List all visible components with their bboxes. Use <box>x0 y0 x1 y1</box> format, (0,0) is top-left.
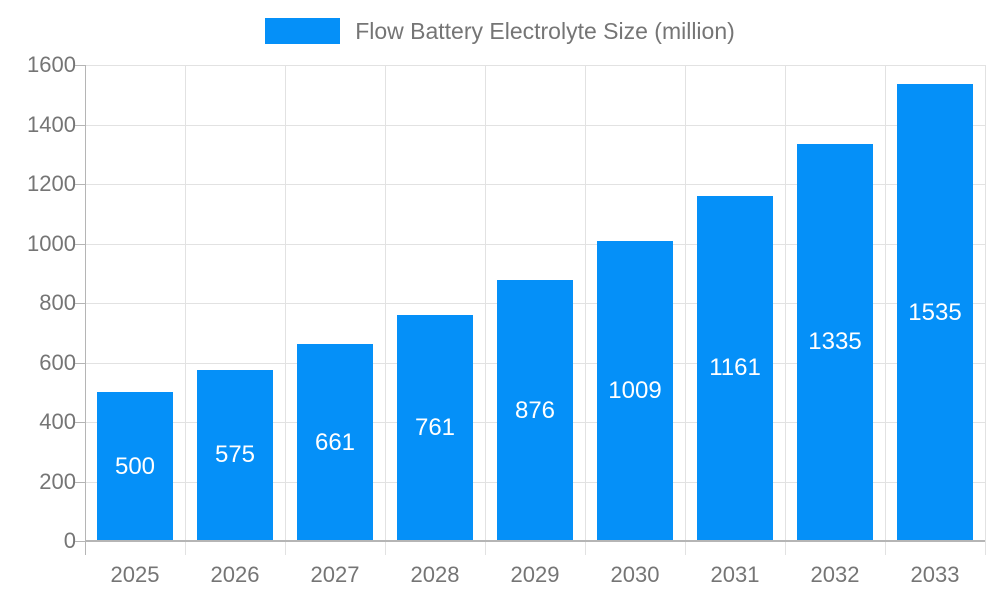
y-axis-label: 1000 <box>27 230 76 256</box>
y-axis-label: 0 <box>63 528 76 553</box>
y-axis-label: 1400 <box>27 111 76 137</box>
gridline-horizontal <box>85 124 985 126</box>
gridline-vertical <box>385 65 386 555</box>
x-axis-label: 2032 <box>810 562 860 587</box>
y-axis-label: 1600 <box>27 52 76 77</box>
bar-value-label: 1335 <box>808 328 862 356</box>
y-axis-label: 400 <box>39 409 76 434</box>
y-axis-tick <box>75 541 85 542</box>
chart-legend: Flow Battery Electrolyte Size (million) <box>0 16 1000 46</box>
gridline-vertical <box>985 65 986 555</box>
bar-value-label: 1009 <box>608 376 662 404</box>
x-axis-label: 2027 <box>310 562 360 587</box>
y-axis-tick <box>75 184 85 185</box>
y-axis-tick <box>75 481 85 483</box>
x-axis-label: 2028 <box>410 562 460 587</box>
y-axis-label: 800 <box>39 290 76 315</box>
legend-label: Flow Battery Electrolyte Size (million) <box>355 17 735 44</box>
bar-2031 <box>697 195 773 541</box>
bar-2028 <box>397 314 473 541</box>
y-axis-label: 1200 <box>27 171 76 196</box>
x-axis-label: 2025 <box>110 562 160 587</box>
x-axis-label: 2029 <box>510 562 560 587</box>
gridline-vertical <box>685 65 686 555</box>
gridline-vertical <box>885 65 886 555</box>
bar-value-label: 575 <box>214 441 256 469</box>
gridline-vertical <box>585 65 586 555</box>
y-axis-line <box>85 65 86 555</box>
gridline-vertical <box>785 65 786 555</box>
y-axis-tick <box>75 422 85 423</box>
y-axis-label: 600 <box>39 349 76 375</box>
bar-2029 <box>497 280 573 541</box>
bar-2025 <box>97 392 173 541</box>
y-axis-tick <box>75 124 85 126</box>
bar-value-label: 1535 <box>908 298 962 326</box>
bar-2026 <box>197 369 273 541</box>
bar-value-label: 761 <box>414 413 456 441</box>
bar-2032 <box>797 143 873 541</box>
bar-value-label: 500 <box>114 452 156 480</box>
legend-swatch <box>265 18 341 44</box>
gridline-vertical <box>285 65 286 555</box>
bar-2030 <box>597 240 673 541</box>
bar-2033 <box>897 84 973 541</box>
y-axis-label: 200 <box>39 468 76 494</box>
x-axis-label: 2031 <box>710 562 760 587</box>
y-axis-tick <box>75 303 85 304</box>
bar-value-label: 661 <box>314 428 356 456</box>
bar-value-label: 876 <box>514 396 556 424</box>
gridline-horizontal <box>85 243 985 245</box>
gridline-vertical <box>185 65 186 555</box>
gridline-horizontal <box>85 184 985 185</box>
x-axis-label: 2033 <box>910 562 960 587</box>
gridline-vertical <box>485 65 486 555</box>
y-axis-tick <box>75 243 85 245</box>
gridline-horizontal <box>85 65 985 66</box>
y-axis-tick <box>75 362 85 364</box>
x-axis-line <box>85 540 985 542</box>
bar-value-label: 1161 <box>709 354 761 382</box>
x-axis-label: 2030 <box>610 562 660 587</box>
bar-2027 <box>297 344 373 541</box>
y-axis-tick <box>75 65 85 66</box>
x-axis-label: 2026 <box>210 562 260 587</box>
